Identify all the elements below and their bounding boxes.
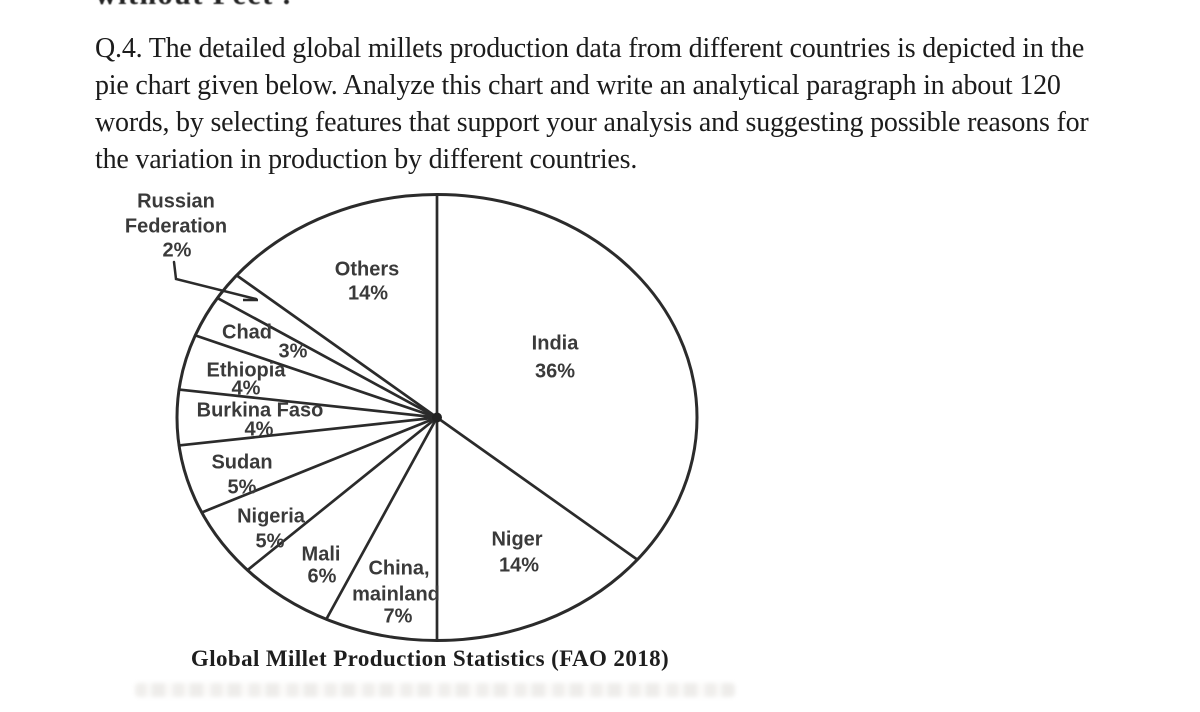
pie-label-name: China,: [368, 557, 430, 580]
cutoff-text-bottom-ghost: [135, 683, 735, 697]
pie-label-name: India: [531, 332, 579, 355]
pie-label-value: 36%: [534, 360, 576, 383]
pie-label-name: Nigeria: [237, 505, 305, 528]
pie-label-value: 5%: [227, 476, 257, 499]
slice-boundary: [200, 416, 439, 514]
pie-label-name: Burkina Faso: [196, 399, 324, 422]
question-line-3: words, by selecting features that suppor…: [95, 107, 1089, 138]
pie-label-value: 3%: [278, 340, 308, 363]
pie-label-value: 4%: [244, 418, 274, 441]
slice-boundary: [177, 388, 439, 419]
slice-boundary: [324, 416, 439, 621]
pie-label-name: Federation: [124, 215, 228, 238]
pie-label-name: Russian: [137, 190, 215, 213]
cutoff-text-top-line: without Feet .: [95, 0, 515, 12]
slice-boundary: [193, 334, 439, 419]
pie-label-value: 14%: [498, 554, 540, 577]
question-line-1: Q.4. The detailed global millets product…: [95, 33, 1085, 64]
question-line-2: pie chart given below. Analyze this char…: [95, 70, 1061, 101]
chart-caption: Global Millet Production Statistics (FAO…: [190, 646, 670, 671]
question-text: Q.4. The detailed global millets product…: [95, 30, 1089, 178]
pie-label-name: mainland: [352, 583, 440, 606]
slice-boundary: [216, 296, 439, 419]
leader-line-russian-federation: [172, 260, 258, 301]
slice-boundary: [177, 416, 439, 447]
pie-label-name: Mali: [301, 543, 341, 566]
pie-label-value: 2%: [162, 239, 192, 262]
pie-center-dot: [432, 412, 442, 423]
pie-label-value: 6%: [307, 565, 337, 588]
pie-label-value: 4%: [231, 377, 261, 400]
pie-label-name: Others: [334, 258, 400, 281]
pie-label-name: Niger: [491, 528, 543, 551]
question-line-4: the variation in production by different…: [95, 144, 638, 175]
pie-label-value: 14%: [347, 282, 389, 305]
pie-label-name: Chad: [222, 321, 272, 344]
cutoff-text-top: without Feet .: [95, 0, 515, 12]
pie-label-value: 7%: [383, 605, 413, 628]
pie-label-name: Ethiopia: [206, 359, 286, 382]
pie-label-name: Sudan: [211, 451, 273, 474]
slice-boundary: [246, 416, 439, 572]
slice-boundary: [235, 274, 439, 419]
slice-boundary: [435, 416, 639, 561]
pie-label-value: 5%: [255, 530, 285, 553]
